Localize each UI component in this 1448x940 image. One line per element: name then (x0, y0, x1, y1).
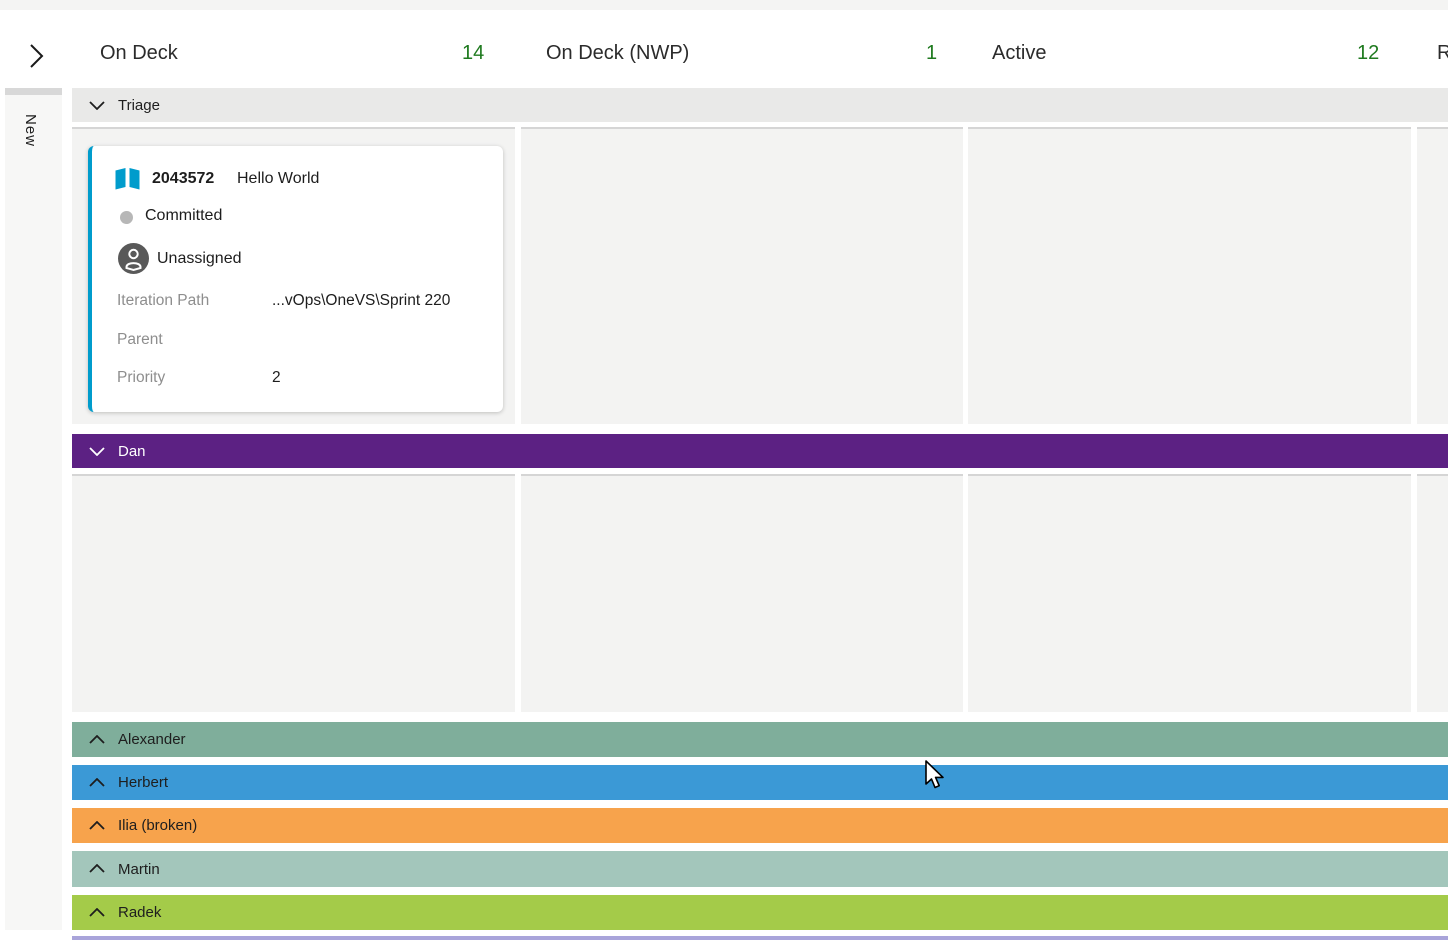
swimlane-label: Herbert (118, 774, 169, 791)
swimlane-label: Ilia (broken) (118, 817, 198, 834)
board-cell-dan-on-deck[interactable] (72, 474, 515, 712)
column-header-on-deck[interactable]: On Deck (100, 42, 178, 64)
work-item-state: Committed (145, 207, 223, 224)
work-item-card[interactable]: 2043572 Hello World Committed Unassigned… (88, 146, 503, 412)
column-header-on-deck-nwp[interactable]: On Deck (NWP) (546, 42, 690, 64)
board-cell-triage-resolved[interactable] (1417, 127, 1448, 424)
board-cell-triage-active[interactable] (968, 127, 1411, 424)
chevron-right-icon (30, 44, 44, 68)
swimlane-header-dan[interactable]: Dan (72, 434, 1448, 468)
column-count-active: 12 (1357, 42, 1380, 64)
collapsed-column-new-label: New (22, 114, 39, 148)
collapsed-column-new[interactable] (5, 95, 62, 930)
swimlane-label: Triage (118, 96, 160, 114)
field-label-iteration-path: Iteration Path (117, 292, 210, 309)
chevron-up-icon (89, 907, 105, 917)
swimlane-header-radek[interactable]: Radek (72, 895, 1448, 930)
swimlane-header-triage[interactable]: Triage (72, 88, 1448, 122)
swimlane-label: Dan (118, 442, 146, 460)
work-item-id[interactable]: 2043572 (152, 170, 215, 187)
chevron-down-icon (89, 447, 105, 456)
swimlane-label: Alexander (118, 731, 186, 748)
swimlane-label: Martin (118, 860, 160, 878)
chevron-up-icon (89, 734, 105, 744)
partial-swimlane-strip[interactable] (72, 936, 1448, 940)
swimlane-label: Radek (118, 904, 162, 921)
column-count-on-deck-nwp: 1 (926, 42, 938, 64)
swimlane-header-herbert[interactable]: Herbert (72, 765, 1448, 800)
chevron-up-icon (89, 777, 105, 787)
swimlane-header-alexander[interactable]: Alexander (72, 722, 1448, 757)
board-cell-dan-active[interactable] (968, 474, 1411, 712)
field-value-priority[interactable]: 2 (272, 369, 281, 386)
top-strip (0, 0, 1448, 10)
board-cell-dan-on-deck-nwp[interactable] (521, 474, 963, 712)
user-story-icon (115, 168, 140, 190)
column-header-active[interactable]: Active (992, 42, 1047, 64)
chevron-up-icon (89, 820, 105, 830)
column-header-resolved-clipped[interactable]: Resolved (1437, 42, 1448, 64)
swimlane-header-ilia[interactable]: Ilia (broken) (72, 808, 1448, 843)
field-label-parent: Parent (117, 331, 163, 348)
board-cell-dan-resolved[interactable] (1417, 474, 1448, 712)
collapsed-column-new-header (5, 88, 62, 95)
field-label-priority: Priority (117, 369, 166, 386)
work-item-title[interactable]: Hello World (237, 170, 320, 187)
board-cell-triage-on-deck-nwp[interactable] (521, 127, 963, 424)
work-item-assignee[interactable]: Unassigned (157, 250, 242, 267)
expand-column-button[interactable] (26, 43, 48, 69)
field-value-iteration-path[interactable]: ...vOps\OneVS\Sprint 220 (272, 292, 451, 309)
column-count-on-deck: 14 (462, 42, 485, 64)
chevron-down-icon (89, 101, 105, 110)
swimlane-header-martin[interactable]: Martin (72, 851, 1448, 887)
unassigned-avatar-icon (118, 243, 149, 274)
state-dot-icon (120, 211, 133, 224)
chevron-up-icon (89, 864, 105, 873)
